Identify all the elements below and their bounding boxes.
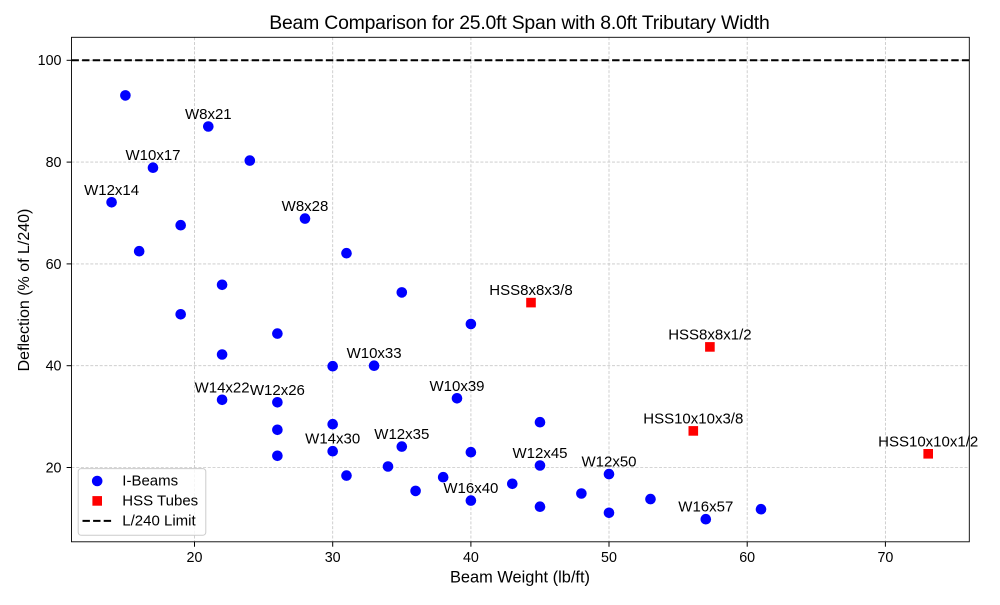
svg-text:Beam Comparison for 25.0ft Spa: Beam Comparison for 25.0ft Span with 8.0… <box>269 12 769 34</box>
svg-text:Beam Weight (lb/ft): Beam Weight (lb/ft) <box>450 569 590 587</box>
svg-text:70: 70 <box>877 550 893 566</box>
svg-text:30: 30 <box>325 550 341 566</box>
svg-text:W14x22: W14x22 <box>195 379 250 396</box>
svg-text:Deflection (% of L/240): Deflection (% of L/240) <box>16 209 33 372</box>
svg-text:20: 20 <box>46 460 62 476</box>
svg-text:HSS Tubes: HSS Tubes <box>122 492 198 509</box>
svg-text:40: 40 <box>463 550 479 566</box>
svg-text:W12x50: W12x50 <box>581 454 636 471</box>
svg-text:HSS8x8x1/2: HSS8x8x1/2 <box>668 326 751 343</box>
svg-text:40: 40 <box>46 359 62 375</box>
svg-text:W16x57: W16x57 <box>678 499 733 516</box>
svg-text:W16x40: W16x40 <box>443 480 498 497</box>
svg-text:W8x28: W8x28 <box>282 198 329 215</box>
svg-text:60: 60 <box>739 550 755 566</box>
svg-text:W14x30: W14x30 <box>305 431 360 448</box>
svg-text:W12x35: W12x35 <box>374 426 429 443</box>
svg-text:60: 60 <box>46 257 62 273</box>
svg-text:80: 80 <box>46 155 62 171</box>
svg-text:50: 50 <box>601 550 617 566</box>
svg-text:20: 20 <box>187 550 203 566</box>
svg-text:HSS10x10x1/2: HSS10x10x1/2 <box>878 433 978 450</box>
svg-text:W12x45: W12x45 <box>512 445 567 462</box>
svg-text:W10x17: W10x17 <box>125 147 180 164</box>
svg-text:L/240 Limit: L/240 Limit <box>122 512 196 529</box>
svg-text:W8x21: W8x21 <box>185 106 232 123</box>
svg-text:I-Beams: I-Beams <box>122 473 178 490</box>
svg-text:HSS10x10x3/8: HSS10x10x3/8 <box>643 410 743 427</box>
svg-text:W10x39: W10x39 <box>429 378 484 395</box>
svg-text:W10x33: W10x33 <box>347 345 402 362</box>
svg-text:100: 100 <box>38 53 62 69</box>
svg-text:W12x14: W12x14 <box>84 182 139 199</box>
svg-text:HSS8x8x3/8: HSS8x8x3/8 <box>489 282 572 299</box>
svg-text:W12x26: W12x26 <box>250 382 305 399</box>
